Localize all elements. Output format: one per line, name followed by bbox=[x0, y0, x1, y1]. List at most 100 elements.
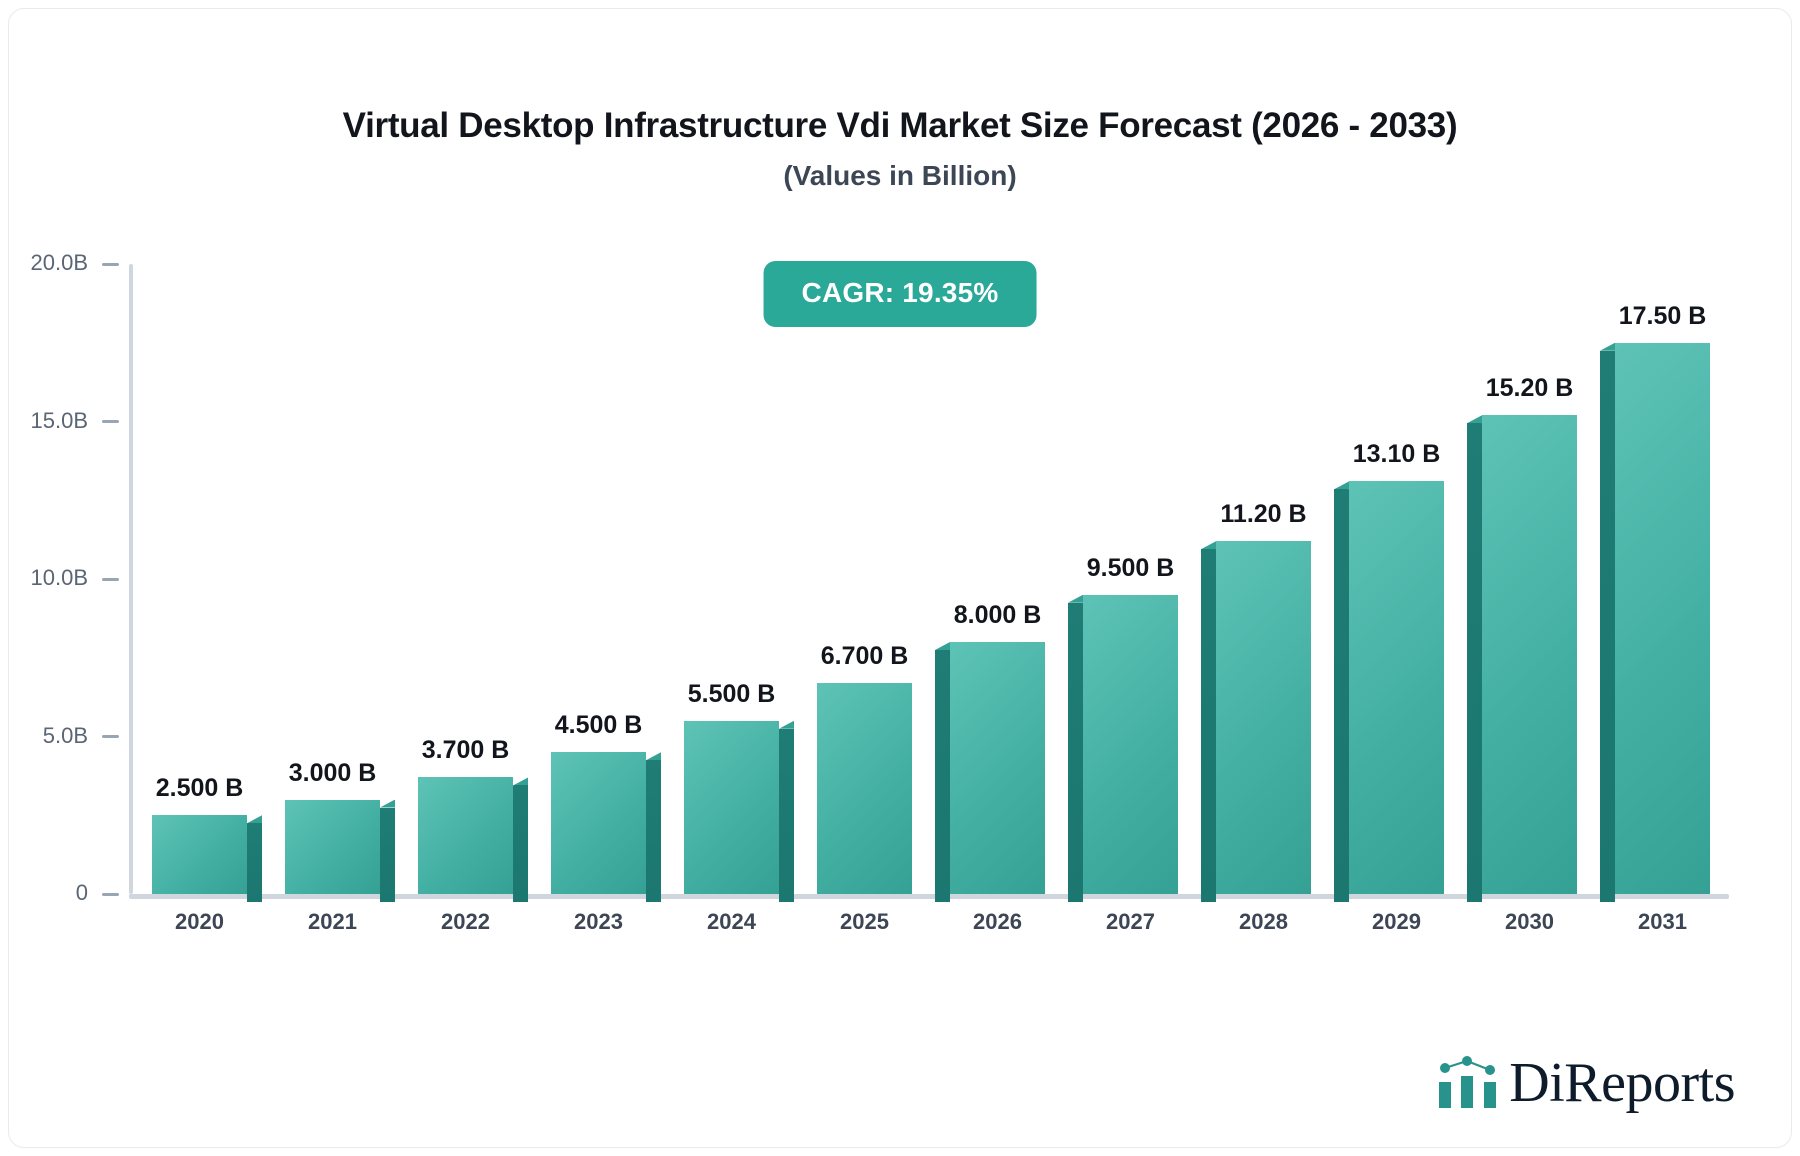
bar-slot: 15.20 B bbox=[1463, 264, 1596, 902]
bar-face[interactable]: 13.10 B bbox=[1349, 440, 1444, 894]
bar-top-panel bbox=[1467, 415, 1482, 424]
bar-face[interactable]: 5.500 B bbox=[684, 680, 779, 894]
x-axis-label-slot: 2026 bbox=[931, 909, 1064, 935]
bar-2026[interactable]: 8.000 B bbox=[935, 601, 1045, 902]
bar-side-panel bbox=[1467, 423, 1482, 902]
bar-side-panel bbox=[779, 728, 794, 902]
logo-text: DiReports bbox=[1509, 1052, 1735, 1114]
x-axis-label-2025: 2025 bbox=[840, 909, 889, 934]
x-axis-label-slot: 2027 bbox=[1064, 909, 1197, 935]
bar-value-label: 4.500 B bbox=[554, 711, 643, 740]
bar-value-label: 17.50 B bbox=[1618, 301, 1707, 330]
bar-face[interactable]: 9.500 B bbox=[1083, 554, 1178, 894]
y-axis-tick-label: 0 bbox=[75, 880, 88, 905]
bar-slot: 4.500 B bbox=[532, 264, 665, 902]
plot-area: 20.0B 15.0B 10.0B 5.0B 0 2.500 B 3.000 B 3.700… bbox=[31, 250, 1729, 905]
x-axis-labels: 2020 2021 2022 2023 2024 2025 2026 2027 2028 2029… bbox=[133, 909, 1729, 935]
bar-slot: 3.700 B bbox=[399, 264, 532, 902]
x-axis-label-slot: 2025 bbox=[798, 909, 931, 935]
y-axis-tick-label: 20.0B bbox=[30, 250, 89, 275]
bar-top-panel bbox=[646, 752, 661, 761]
chart-card: Virtual Desktop Infrastructure Vdi Marke… bbox=[8, 8, 1792, 1148]
bar-slot: 17.50 B bbox=[1596, 264, 1729, 902]
x-axis-label-slot: 2022 bbox=[399, 909, 532, 935]
bar-top-panel bbox=[1334, 481, 1349, 490]
bar-side-panel bbox=[1334, 489, 1349, 902]
bar-face[interactable]: 4.500 B bbox=[551, 711, 646, 894]
bar-slot: 13.10 B bbox=[1330, 264, 1463, 902]
bar-side-panel bbox=[380, 807, 395, 902]
bar-chart-icon bbox=[1439, 1056, 1497, 1108]
bar-face[interactable]: 15.20 B bbox=[1482, 374, 1577, 894]
x-axis-label-slot: 2021 bbox=[266, 909, 399, 935]
bar-2030[interactable]: 15.20 B bbox=[1467, 374, 1577, 902]
bar-side-panel bbox=[247, 823, 262, 902]
bar-2022[interactable]: 3.700 B bbox=[418, 736, 528, 902]
bar-2024[interactable]: 5.500 B bbox=[684, 680, 794, 902]
bar-face[interactable]: 3.700 B bbox=[418, 736, 513, 894]
bar-face[interactable]: 6.700 B bbox=[817, 642, 912, 894]
bar-2027[interactable]: 9.500 B bbox=[1068, 554, 1178, 902]
bar-slot: 6.700 B bbox=[798, 264, 931, 894]
bar-slot: 9.500 B bbox=[1064, 264, 1197, 902]
y-axis-tick-label: 5.0B bbox=[42, 722, 88, 748]
x-axis-label-2027: 2027 bbox=[1106, 909, 1155, 934]
bar-face[interactable]: 17.50 B bbox=[1615, 302, 1710, 894]
x-axis-label-slot: 2029 bbox=[1330, 909, 1463, 935]
x-axis-label-2031: 2031 bbox=[1638, 909, 1687, 934]
bar-slot: 5.500 B bbox=[665, 264, 798, 902]
bar-top-panel bbox=[247, 815, 262, 824]
bar-side-panel bbox=[1201, 549, 1216, 902]
cagr-badge: CAGR: 19.35% bbox=[763, 261, 1037, 327]
bar-side-panel bbox=[513, 785, 528, 902]
bar-side-panel bbox=[935, 650, 950, 902]
x-axis-line bbox=[129, 894, 1729, 899]
bar-top-panel bbox=[1068, 594, 1083, 603]
bar-value-label: 13.10 B bbox=[1352, 440, 1441, 469]
bar-face[interactable]: 2.500 B bbox=[152, 774, 247, 894]
bar-2029[interactable]: 13.10 B bbox=[1334, 440, 1444, 902]
x-axis-label-2021: 2021 bbox=[308, 909, 357, 934]
bar-2028[interactable]: 11.20 B bbox=[1201, 500, 1311, 902]
x-axis-label-2026: 2026 bbox=[973, 909, 1022, 934]
bar-top-panel bbox=[1600, 342, 1615, 351]
bar-slot: 8.000 B bbox=[931, 264, 1064, 902]
y-axis-tick-label: 10.0B bbox=[30, 565, 89, 590]
bar-slot: 3.000 B bbox=[266, 264, 399, 902]
x-axis-label-2030: 2030 bbox=[1505, 909, 1554, 934]
bar-top-panel bbox=[935, 642, 950, 650]
bar-value-label: 8.000 B bbox=[953, 601, 1042, 629]
bar-value-label: 11.20 B bbox=[1220, 500, 1307, 529]
y-axis-tick-mark bbox=[102, 420, 119, 423]
bar-value-label: 15.20 B bbox=[1485, 374, 1574, 403]
bar-face[interactable]: 8.000 B bbox=[950, 601, 1045, 894]
bar-face[interactable]: 3.000 B bbox=[285, 759, 380, 894]
bar-value-label: 3.000 B bbox=[288, 758, 377, 787]
bar-2023[interactable]: 4.500 B bbox=[551, 711, 661, 902]
bar-value-label: 6.700 B bbox=[820, 641, 909, 670]
x-axis-label-2024: 2024 bbox=[707, 909, 756, 934]
x-axis-label-2029: 2029 bbox=[1372, 909, 1421, 934]
bar-slot: 11.20 B bbox=[1197, 264, 1330, 902]
bar-face[interactable]: 11.20 B bbox=[1216, 500, 1311, 894]
bar-2021[interactable]: 3.000 B bbox=[285, 759, 395, 902]
y-axis-line bbox=[129, 264, 133, 894]
x-axis-label-2023: 2023 bbox=[574, 909, 623, 934]
y-axis-tick-mark bbox=[102, 577, 119, 581]
y-axis-tick-mark bbox=[102, 262, 119, 266]
bar-2020[interactable]: 2.500 B bbox=[152, 774, 262, 902]
x-axis-label-slot: 2031 bbox=[1596, 909, 1729, 935]
chart-subtitle: (Values in Billion) bbox=[783, 160, 1017, 192]
x-axis-label-slot: 2020 bbox=[133, 909, 266, 935]
bar-2031[interactable]: 17.50 B bbox=[1600, 302, 1710, 902]
x-axis-label-slot: 2023 bbox=[532, 909, 665, 935]
bar-2025[interactable]: 6.700 B bbox=[817, 642, 912, 894]
bar-value-label: 9.500 B bbox=[1086, 553, 1175, 582]
x-axis-label-2020: 2020 bbox=[175, 909, 224, 934]
x-axis-label-slot: 2028 bbox=[1197, 909, 1330, 935]
x-axis-label-2028: 2028 bbox=[1239, 909, 1288, 934]
y-axis-tick-mark bbox=[102, 892, 119, 896]
chart-title: Virtual Desktop Infrastructure Vdi Marke… bbox=[342, 106, 1458, 145]
bar-value-label: 3.700 B bbox=[421, 736, 510, 765]
x-axis-label-2022: 2022 bbox=[441, 909, 490, 934]
